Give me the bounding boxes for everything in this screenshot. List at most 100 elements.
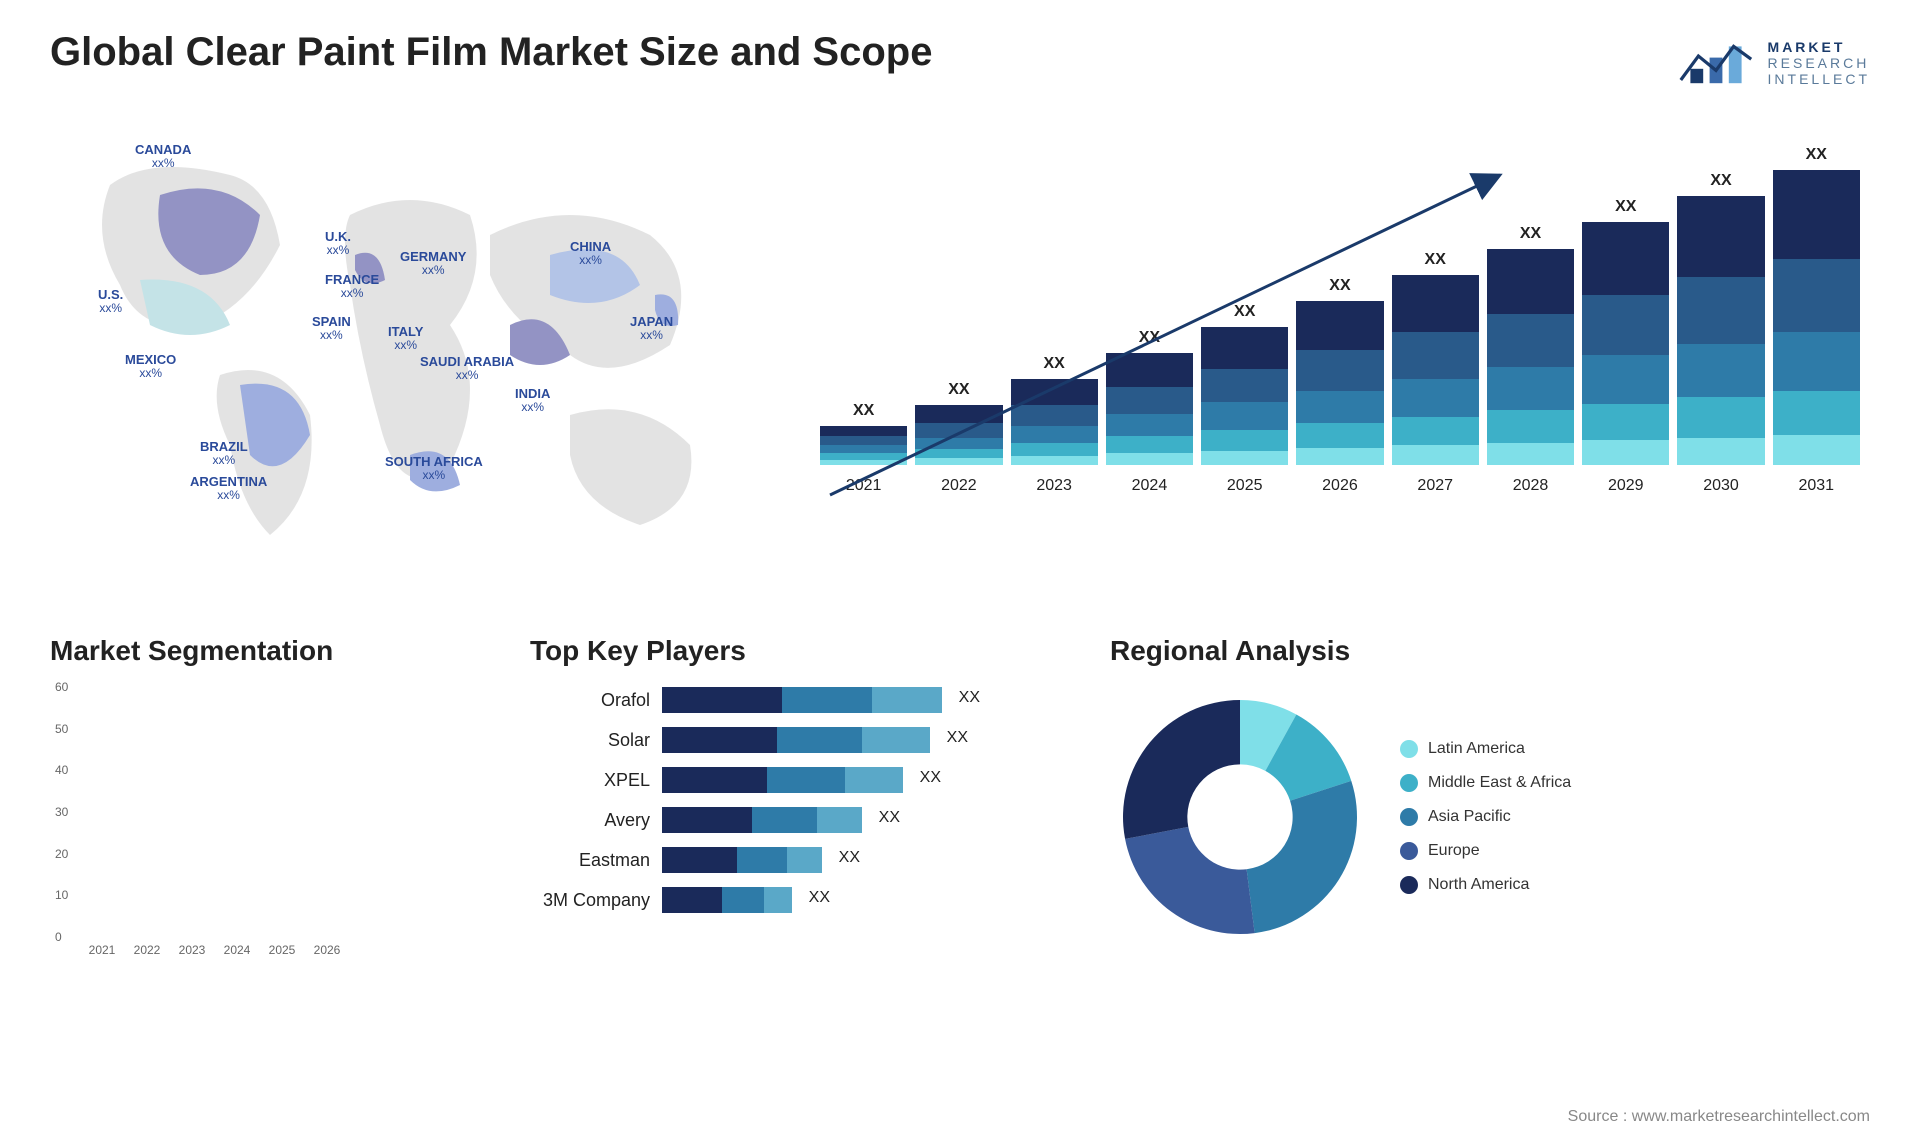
bar-seg	[1296, 301, 1383, 351]
country-label-u-k-: U.K.xx%	[325, 230, 351, 257]
country-label-france: FRANCExx%	[325, 273, 379, 300]
x-tick: 2023	[172, 943, 212, 957]
bar-top-label: XX	[1520, 225, 1541, 243]
player-name: Orafol	[530, 690, 650, 711]
x-tick: 2026	[307, 943, 347, 957]
player-bar-seg	[862, 727, 930, 753]
bar-seg	[915, 458, 1002, 465]
bar-seg	[820, 460, 907, 465]
bar-seg	[1677, 397, 1764, 437]
player-bar-seg	[817, 807, 862, 833]
region-legend-item: Middle East & Africa	[1400, 774, 1571, 792]
logo-icon	[1676, 30, 1756, 95]
player-bar-seg	[782, 687, 872, 713]
bar-seg	[1487, 367, 1574, 410]
bar-year-label: 2027	[1417, 477, 1453, 495]
country-label-germany: GERMANYxx%	[400, 250, 466, 277]
player-bar-seg	[777, 727, 862, 753]
bar-seg	[1296, 448, 1383, 465]
bar-seg	[1392, 275, 1479, 332]
market-segmentation-section: Market Segmentation 0 10 20 30 40 50 60 …	[50, 635, 470, 967]
y-tick: 10	[55, 888, 68, 902]
bar-seg	[915, 438, 1002, 450]
player-bar-seg	[662, 727, 777, 753]
bar-seg	[1201, 369, 1288, 403]
bar-seg	[1773, 332, 1860, 391]
bar-year-label: 2030	[1703, 477, 1739, 495]
world-map: CANADAxx%U.S.xx%MEXICOxx%BRAZILxx%ARGENT…	[50, 125, 770, 585]
player-value: XX	[839, 849, 860, 867]
bar-seg	[1582, 222, 1669, 295]
bar-seg	[1011, 426, 1098, 443]
country-label-india: INDIAxx%	[515, 387, 550, 414]
donut-slice-asia-pacific	[1247, 781, 1357, 933]
bar-seg	[1677, 196, 1764, 277]
bar-seg	[1487, 410, 1574, 443]
main-bar-2029: XX 2029	[1582, 198, 1669, 495]
bar-year-label: 2023	[1036, 477, 1072, 495]
player-bar-seg	[662, 807, 752, 833]
bar-seg	[1296, 350, 1383, 390]
legend-dot	[1400, 842, 1418, 860]
region-label: Asia Pacific	[1428, 808, 1511, 826]
bar-top-label: XX	[1329, 277, 1350, 295]
country-label-japan: JAPANxx%	[630, 315, 673, 342]
bar-seg	[1677, 438, 1764, 465]
bar-seg	[1582, 355, 1669, 403]
player-row-orafol: Orafol XX	[530, 687, 1050, 713]
logo-text-1: MARKET	[1768, 39, 1870, 55]
main-bar-chart: XX 2021 XX 2022 XX 2023 XX 2024 XX 2025 …	[810, 125, 1870, 585]
bar-seg	[820, 445, 907, 453]
bar-seg	[1487, 443, 1574, 465]
y-tick: 50	[55, 722, 68, 736]
bar-seg	[1011, 405, 1098, 426]
bar-seg	[820, 436, 907, 445]
player-bar: XX	[662, 727, 930, 753]
player-name: Avery	[530, 810, 650, 831]
main-bar-2024: XX 2024	[1106, 329, 1193, 495]
segmentation-chart: 0 10 20 30 40 50 60 20212022202320242025…	[50, 687, 80, 967]
players-chart: Orafol XX Solar XX XPEL XX Avery XX East…	[530, 687, 1050, 913]
main-bar-2023: XX 2023	[1011, 355, 1098, 495]
country-label-mexico: MEXICOxx%	[125, 353, 176, 380]
country-label-spain: SPAINxx%	[312, 315, 351, 342]
bar-year-label: 2022	[941, 477, 977, 495]
main-bar-2022: XX 2022	[915, 381, 1002, 495]
bar-year-label: 2026	[1322, 477, 1358, 495]
region-label: Middle East & Africa	[1428, 774, 1571, 792]
player-bar-seg	[662, 687, 782, 713]
logo-text-3: INTELLECT	[1768, 71, 1870, 87]
brand-logo: MARKET RESEARCH INTELLECT	[1676, 30, 1870, 95]
bar-seg	[1296, 423, 1383, 448]
player-bar-seg	[722, 887, 764, 913]
main-bar-2027: XX 2027	[1392, 251, 1479, 495]
bar-seg	[1677, 277, 1764, 344]
player-bar-seg	[662, 767, 767, 793]
bar-year-label: 2029	[1608, 477, 1644, 495]
region-label: North America	[1428, 876, 1529, 894]
player-bar-seg	[764, 887, 792, 913]
country-label-u-s-: U.S.xx%	[98, 288, 123, 315]
region-label: Europe	[1428, 842, 1480, 860]
bar-seg	[1582, 440, 1669, 465]
bar-seg	[1582, 404, 1669, 441]
bar-top-label: XX	[1234, 303, 1255, 321]
regional-analysis-section: Regional Analysis Latin AmericaMiddle Ea…	[1110, 635, 1870, 967]
regional-title: Regional Analysis	[1110, 635, 1870, 667]
player-bar: XX	[662, 887, 792, 913]
player-value: XX	[809, 889, 830, 907]
region-legend-item: Europe	[1400, 842, 1571, 860]
player-row-avery: Avery XX	[530, 807, 1050, 833]
bar-year-label: 2024	[1132, 477, 1168, 495]
bar-seg	[1677, 344, 1764, 397]
y-tick: 40	[55, 763, 68, 777]
bar-seg	[1392, 332, 1479, 379]
bar-seg	[1392, 445, 1479, 465]
player-bar-seg	[737, 847, 787, 873]
country-label-italy: ITALYxx%	[388, 325, 423, 352]
bar-seg	[1201, 402, 1288, 429]
bar-top-label: XX	[853, 402, 874, 420]
bar-seg	[1106, 353, 1193, 387]
bar-seg	[1201, 327, 1288, 369]
player-bar-seg	[662, 887, 722, 913]
